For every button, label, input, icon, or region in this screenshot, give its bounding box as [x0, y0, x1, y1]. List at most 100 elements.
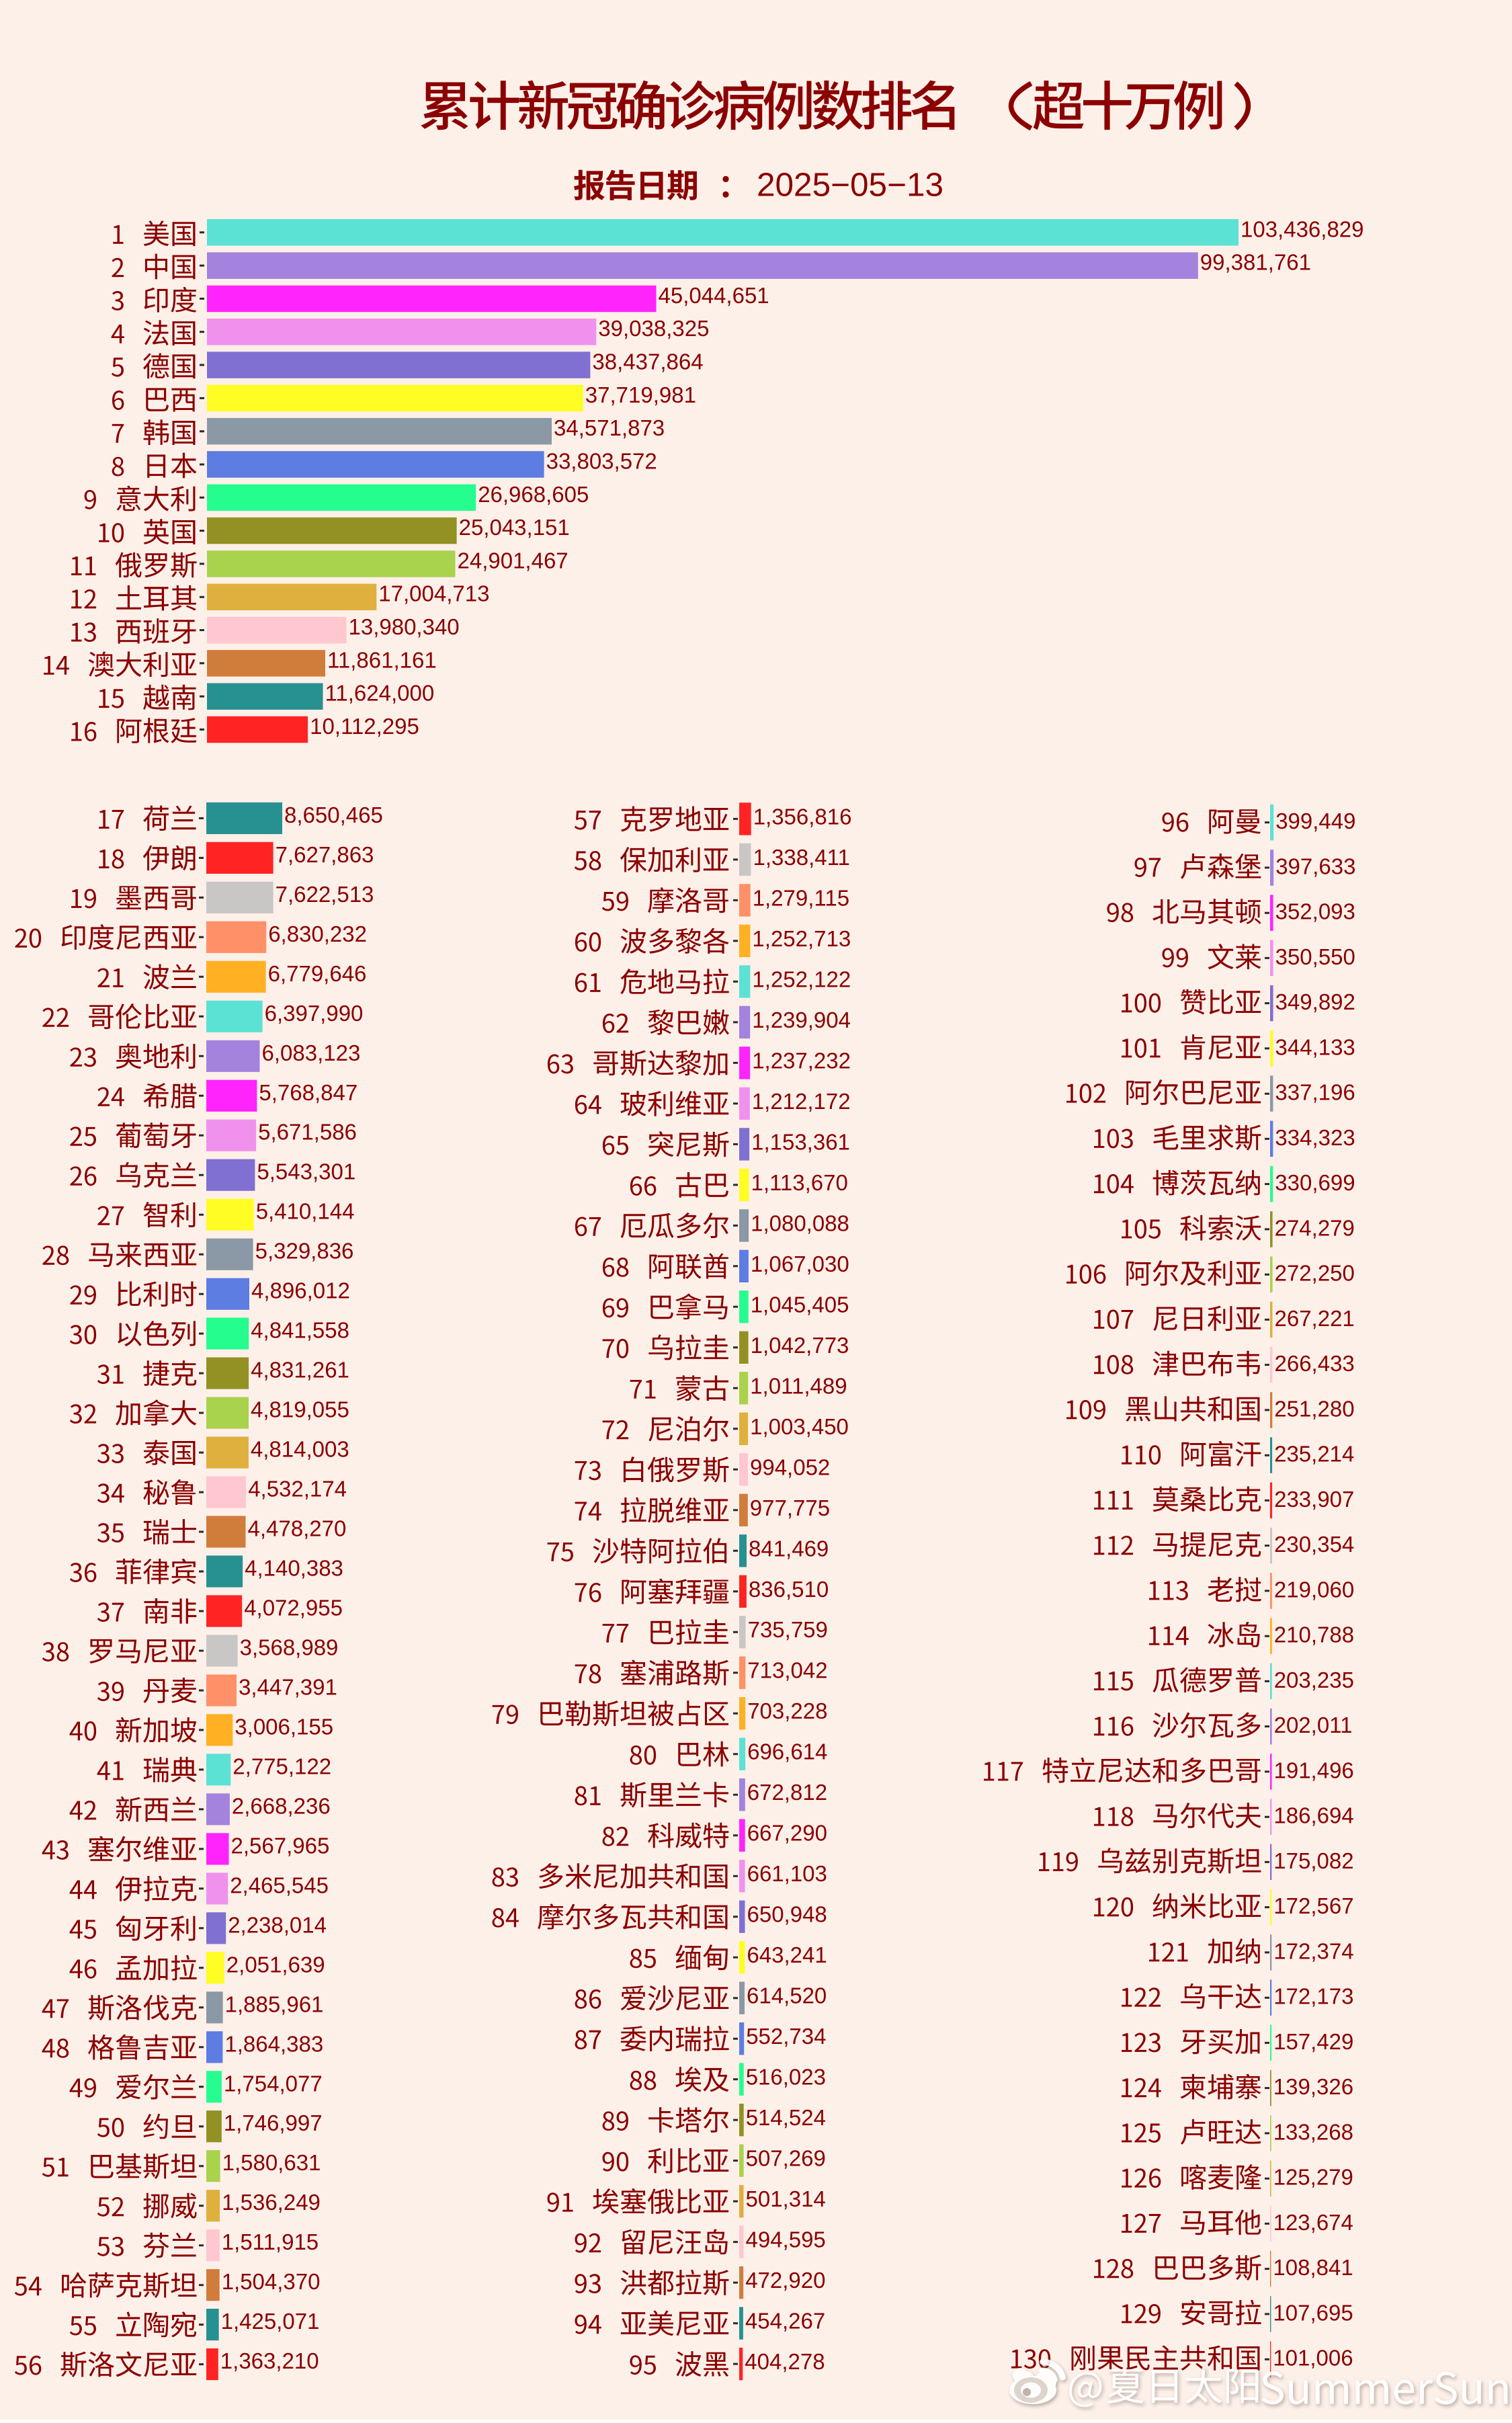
svg-text:17,004,713: 17,004,713: [378, 581, 489, 606]
svg-text:3,447,391: 3,447,391: [239, 1675, 337, 1700]
svg-text:157,429: 157,429: [1273, 2029, 1353, 2054]
svg-text:1,042,773: 1,042,773: [751, 1333, 849, 1358]
svg-text:8,650,465: 8,650,465: [284, 803, 383, 827]
svg-text:713,042: 713,042: [747, 1658, 827, 1683]
svg-text:13,980,340: 13,980,340: [349, 614, 460, 639]
svg-text:251,280: 251,280: [1274, 1396, 1354, 1421]
svg-text:1,511,915: 1,511,915: [222, 2229, 319, 2254]
svg-text:841,469: 841,469: [749, 1536, 829, 1561]
svg-text:3,568,989: 3,568,989: [240, 1635, 339, 1660]
svg-text:5,671,586: 5,671,586: [258, 1120, 357, 1145]
svg-text:103,436,829: 103,436,829: [1241, 216, 1364, 241]
svg-text:172,374: 172,374: [1273, 1938, 1353, 1963]
svg-text:4,841,558: 4,841,558: [251, 1318, 349, 1343]
svg-text:1,067,030: 1,067,030: [751, 1251, 849, 1276]
svg-text:1,080,088: 1,080,088: [751, 1210, 849, 1235]
svg-text:202,011: 202,011: [1274, 1713, 1353, 1737]
svg-text:1,425,071: 1,425,071: [221, 2309, 320, 2334]
svg-text:186,694: 186,694: [1273, 1803, 1353, 1828]
svg-text:125,279: 125,279: [1273, 2165, 1353, 2190]
svg-text:1,252,122: 1,252,122: [752, 967, 851, 991]
svg-text:1,536,249: 1,536,249: [222, 2190, 321, 2215]
svg-text:352,093: 352,093: [1275, 899, 1355, 924]
svg-text:994,052: 994,052: [750, 1454, 830, 1479]
svg-text:650,948: 650,948: [747, 1902, 827, 1927]
svg-text:33,803,572: 33,803,572: [546, 449, 657, 474]
svg-text:10,112,295: 10,112,295: [310, 714, 419, 739]
svg-text:45,044,651: 45,044,651: [659, 283, 769, 308]
svg-text:5,410,144: 5,410,144: [256, 1199, 355, 1224]
svg-text:672,812: 672,812: [747, 1780, 827, 1805]
svg-text:1,252,713: 1,252,713: [752, 926, 851, 951]
svg-text:4,896,012: 4,896,012: [251, 1278, 350, 1303]
svg-text:6,397,990: 6,397,990: [265, 1001, 364, 1026]
svg-text:667,290: 667,290: [747, 1821, 827, 1846]
svg-text:6,779,646: 6,779,646: [268, 961, 367, 986]
svg-text:101,006: 101,006: [1273, 2346, 1353, 2371]
svg-text:4,140,383: 4,140,383: [245, 1556, 343, 1581]
svg-text:330,699: 330,699: [1275, 1170, 1355, 1195]
svg-text:274,279: 274,279: [1275, 1215, 1355, 1240]
svg-text:7,622,513: 7,622,513: [276, 882, 374, 907]
svg-text:266,433: 266,433: [1275, 1351, 1355, 1376]
svg-text:337,196: 337,196: [1275, 1080, 1355, 1105]
svg-text:1,864,383: 1,864,383: [224, 2031, 323, 2056]
svg-text:399,449: 399,449: [1275, 809, 1355, 833]
svg-text:172,567: 172,567: [1273, 1893, 1353, 1918]
svg-text:1,212,172: 1,212,172: [752, 1089, 851, 1114]
svg-text:404,278: 404,278: [745, 2349, 825, 2374]
svg-text:1,153,361: 1,153,361: [751, 1129, 850, 1154]
svg-text:4,831,261: 4,831,261: [251, 1358, 349, 1383]
svg-text:235,214: 235,214: [1274, 1442, 1354, 1467]
svg-text:2,668,236: 2,668,236: [232, 1793, 331, 1818]
svg-text:1,003,450: 1,003,450: [750, 1414, 849, 1439]
svg-text:696,614: 696,614: [747, 1739, 827, 1764]
svg-text:37,719,981: 37,719,981: [585, 382, 696, 407]
svg-text:39,038,325: 39,038,325: [598, 316, 709, 341]
svg-text:1,237,232: 1,237,232: [752, 1048, 851, 1073]
svg-text:5,768,847: 5,768,847: [259, 1080, 358, 1105]
svg-text:344,133: 344,133: [1275, 1034, 1355, 1059]
svg-text:172,173: 172,173: [1273, 1984, 1353, 2009]
svg-text:6,083,123: 6,083,123: [262, 1040, 361, 1065]
svg-text:25,043,151: 25,043,151: [459, 515, 570, 540]
svg-text:107,695: 107,695: [1273, 2300, 1353, 2325]
svg-text:514,524: 514,524: [746, 2105, 826, 2130]
svg-text:516,023: 516,023: [746, 2065, 826, 2090]
svg-text:1,113,670: 1,113,670: [751, 1170, 848, 1195]
svg-text:2,051,639: 2,051,639: [226, 1952, 325, 1977]
svg-text:494,595: 494,595: [746, 2227, 826, 2252]
svg-text:1,746,997: 1,746,997: [224, 2110, 323, 2135]
svg-text:203,235: 203,235: [1274, 1668, 1354, 1692]
svg-text:4,814,003: 4,814,003: [251, 1437, 349, 1462]
svg-text:334,323: 334,323: [1275, 1125, 1355, 1150]
svg-text:397,633: 397,633: [1275, 854, 1355, 878]
svg-text:1,885,961: 1,885,961: [225, 1991, 324, 2016]
svg-text:7,627,863: 7,627,863: [276, 842, 374, 867]
svg-text:703,228: 703,228: [747, 1698, 827, 1723]
svg-text:108,841: 108,841: [1273, 2255, 1353, 2280]
svg-text:2,567,965: 2,567,965: [231, 1833, 330, 1858]
svg-text:34,571,873: 34,571,873: [554, 415, 665, 440]
svg-text:123,674: 123,674: [1273, 2210, 1353, 2235]
svg-text:230,354: 230,354: [1274, 1532, 1354, 1557]
svg-text:99,381,761: 99,381,761: [1200, 250, 1311, 275]
svg-text:4,072,955: 4,072,955: [244, 1596, 343, 1620]
svg-text:11,861,161: 11,861,161: [327, 647, 437, 672]
svg-text:1,356,816: 1,356,816: [753, 804, 852, 829]
svg-text:175,082: 175,082: [1273, 1848, 1353, 1873]
svg-text:836,510: 836,510: [749, 1577, 829, 1602]
svg-text:1,504,370: 1,504,370: [222, 2269, 321, 2294]
svg-text:1,011,489: 1,011,489: [750, 1373, 847, 1398]
svg-text:2,238,014: 2,238,014: [228, 1912, 327, 1937]
svg-text:233,907: 233,907: [1274, 1487, 1354, 1512]
svg-text:4,478,270: 4,478,270: [248, 1516, 347, 1541]
svg-text:2,775,122: 2,775,122: [233, 1754, 331, 1778]
svg-text:191,496: 191,496: [1274, 1758, 1354, 1782]
svg-text:1,279,115: 1,279,115: [753, 885, 849, 910]
svg-text:1,239,904: 1,239,904: [752, 1008, 851, 1032]
svg-text:5,543,301: 5,543,301: [257, 1159, 355, 1184]
svg-text:210,788: 210,788: [1274, 1623, 1354, 1647]
svg-text:501,314: 501,314: [746, 2186, 826, 2211]
svg-text:454,267: 454,267: [745, 2309, 825, 2334]
